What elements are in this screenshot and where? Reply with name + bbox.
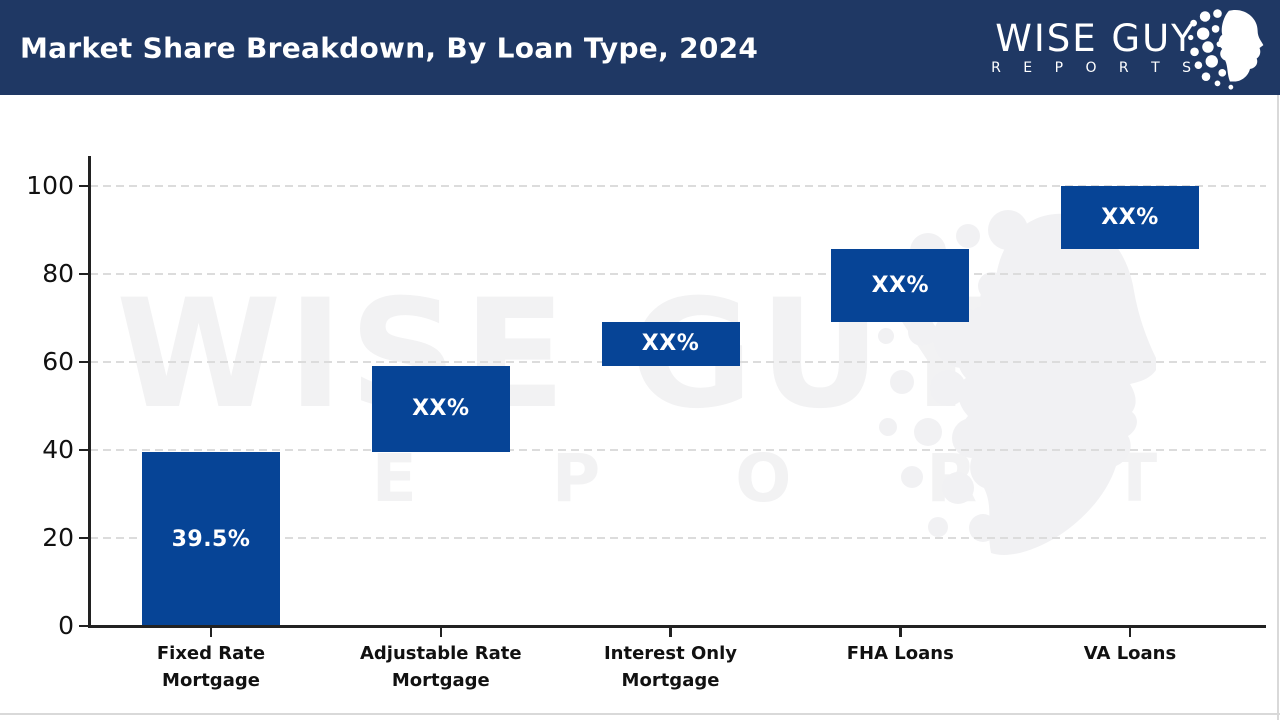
y-tick-mark	[79, 360, 88, 364]
bar-segment: XX%	[831, 249, 970, 322]
gridline	[90, 273, 1266, 275]
bar-value-label: XX%	[1101, 205, 1159, 231]
watermark-head-icon	[878, 210, 1156, 555]
y-tick-mark	[79, 624, 88, 628]
logo-wordmark-line1: WISE GUY	[995, 17, 1196, 60]
x-axis-line	[88, 625, 1266, 628]
bar-value-label: XX%	[412, 396, 470, 422]
y-tick-label: 0	[58, 611, 74, 640]
x-tick-label: VA Loans	[1083, 643, 1177, 664]
x-tick-mark	[1128, 628, 1132, 637]
bottom-border	[0, 713, 1280, 715]
x-tick-label: FHA Loans	[846, 643, 954, 664]
x-tick-mark	[899, 628, 902, 637]
y-tick-label: 40	[42, 435, 74, 464]
gridline	[90, 185, 1266, 187]
y-tick-label: 60	[42, 347, 74, 376]
gridline	[90, 449, 1266, 451]
bar-segment: 39.5%	[142, 452, 280, 626]
bar-segment: XX%	[601, 321, 740, 366]
y-tick-mark	[79, 448, 88, 452]
x-tick-mark	[439, 628, 443, 637]
x-tick-mark	[209, 628, 213, 637]
y-axis-line	[88, 156, 91, 627]
y-tick-mark	[79, 536, 88, 540]
y-tick-label: 80	[42, 259, 74, 288]
x-tick-mark	[669, 628, 672, 637]
gridline	[90, 537, 1266, 539]
page-title: Market Share Breakdown, By Loan Type, 20…	[20, 31, 759, 64]
logo-wordmark-line2: R E P O R T S	[991, 60, 1200, 76]
header-bar: Market Share Breakdown, By Loan Type, 20…	[0, 0, 1280, 95]
bar-value-label: XX%	[641, 331, 700, 357]
bar-segment: XX%	[371, 365, 510, 453]
right-border	[1277, 95, 1279, 720]
y-tick-mark	[79, 184, 88, 188]
y-tick-mark	[79, 272, 88, 276]
y-tick-label: 20	[42, 523, 74, 552]
bar-value-label: XX%	[871, 272, 930, 298]
bar-value-label: 39.5%	[171, 526, 251, 552]
x-tick-label: Fixed Rate Mortgage	[156, 643, 266, 691]
y-tick-label: 100	[26, 171, 74, 200]
logo-head-icon	[1188, 9, 1264, 90]
logo-wordmark: WISE GUY R E P O R T S	[991, 20, 1200, 76]
wise-guy-logo: WISE GUY R E P O R T S	[991, 4, 1272, 92]
bar-segment: XX%	[1061, 186, 1199, 250]
x-tick-label: Interest Only Mortgage	[603, 643, 737, 691]
x-tick-label: Adjustable Rate Mortgage	[359, 643, 522, 691]
